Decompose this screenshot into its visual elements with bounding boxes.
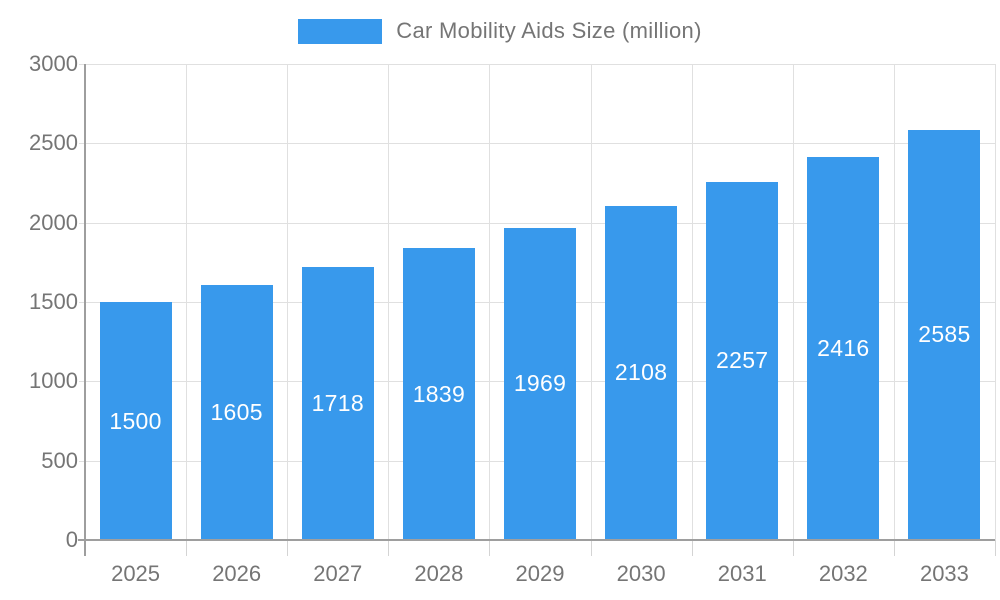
- x-axis-tick-label: 2033: [919, 561, 969, 586]
- y-axis-tick-label: 3000: [29, 51, 78, 76]
- bar[interactable]: 2257: [706, 181, 779, 540]
- x-axis-tick-label: 2026: [212, 561, 262, 586]
- bar[interactable]: 2585: [908, 129, 981, 540]
- x-axis-tick-label: 2029: [515, 561, 565, 586]
- bar-value-label: 2257: [716, 347, 769, 374]
- x-axis-tick-label: 2028: [414, 561, 464, 586]
- x-gridline: [489, 64, 491, 540]
- x-axis-tick-label: 2025: [111, 561, 161, 586]
- x-axis-tick: [691, 540, 693, 556]
- bar-value-label: 2585: [918, 321, 971, 348]
- legend-label: Car Mobility Aids Size (million): [396, 18, 702, 43]
- bar[interactable]: 2416: [807, 156, 880, 540]
- y-axis-tick-label: 1500: [29, 289, 78, 314]
- y-axis-tick-label: 2500: [29, 130, 78, 156]
- y-axis-line: [84, 64, 86, 556]
- bar[interactable]: 2108: [605, 205, 678, 540]
- bar-value-label: 2416: [817, 334, 870, 361]
- bar-value-label: 2108: [614, 359, 668, 386]
- bar[interactable]: 1605: [200, 285, 273, 540]
- x-axis-tick: [893, 540, 895, 556]
- y-gridline: [79, 143, 995, 145]
- x-gridline: [691, 64, 693, 540]
- x-gridline: [590, 64, 592, 540]
- x-gridline: [792, 64, 794, 540]
- x-axis-tick-label: 2031: [717, 561, 767, 586]
- x-axis-tick: [186, 540, 188, 556]
- bar-value-label: 1500: [109, 407, 162, 434]
- bar[interactable]: 1839: [402, 248, 475, 540]
- x-gridline: [893, 64, 895, 540]
- y-gridline: [79, 222, 995, 224]
- x-axis-tick-label: 2030: [616, 561, 666, 586]
- legend[interactable]: Car Mobility Aids Size (million): [0, 18, 1000, 44]
- y-axis-tick-label: 500: [41, 447, 78, 473]
- x-axis-tick: [590, 540, 592, 556]
- x-axis-tick-label: 2027: [313, 561, 363, 586]
- x-axis-tick: [287, 540, 289, 556]
- x-axis-tick: [995, 540, 996, 556]
- x-gridline: [186, 64, 188, 540]
- x-gridline: [995, 64, 996, 540]
- bar-value-label: 1605: [210, 399, 263, 426]
- bar[interactable]: 1500: [99, 302, 172, 540]
- bar-value-label: 1718: [311, 390, 364, 417]
- legend-swatch: [298, 18, 383, 44]
- x-axis-line: [78, 539, 995, 541]
- bar-value-label: 1839: [412, 380, 466, 407]
- y-axis-tick-label: 2000: [29, 209, 78, 235]
- x-gridline: [287, 64, 289, 540]
- x-gridline: [388, 64, 390, 540]
- x-axis-tick: [388, 540, 390, 556]
- y-axis-tick-label: 1000: [29, 368, 78, 394]
- bar-value-label: 1969: [513, 370, 567, 397]
- y-axis-tick-label: 0: [65, 527, 78, 552]
- x-axis-tick: [489, 540, 491, 556]
- x-axis-tick-label: 2032: [818, 561, 868, 586]
- x-axis-tick: [792, 540, 794, 556]
- bar[interactable]: 1718: [301, 267, 374, 540]
- bar[interactable]: 1969: [504, 227, 576, 540]
- y-gridline: [79, 64, 995, 65]
